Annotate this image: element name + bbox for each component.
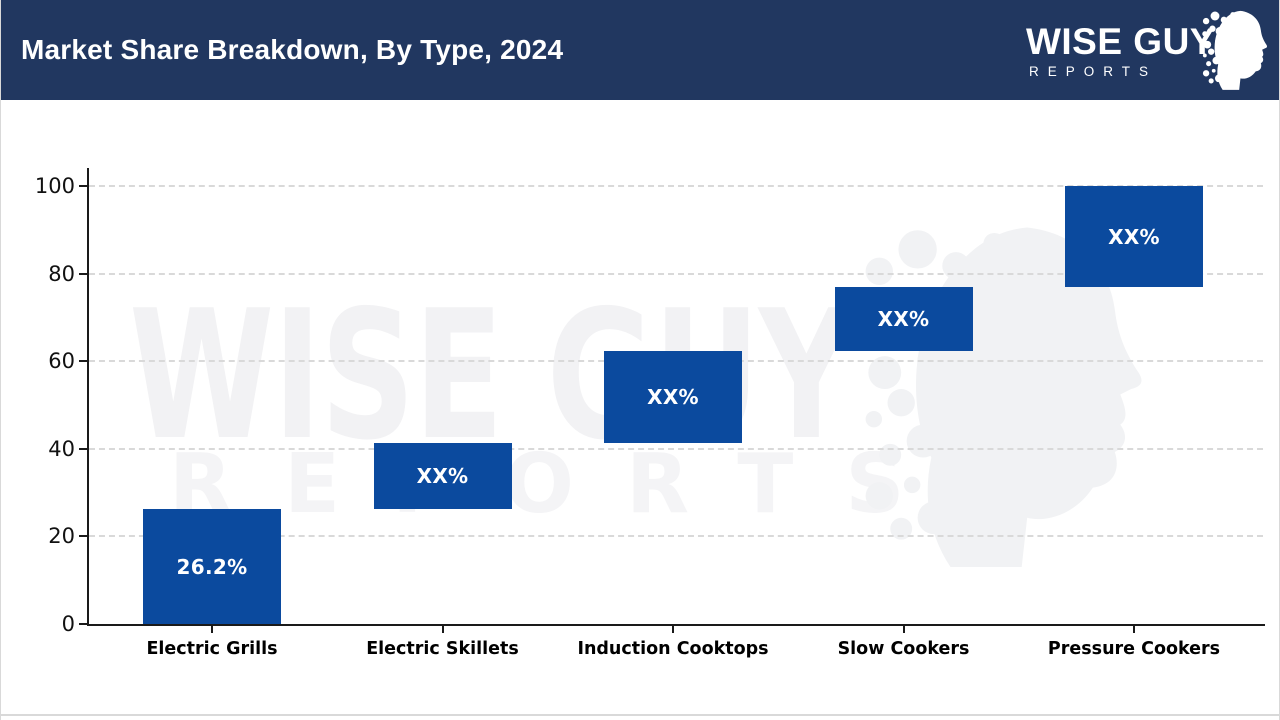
y-axis-tick-label: 20 [48,524,75,548]
logo-subtitle: REPORTS [1028,63,1157,79]
category-label: Electric Grills [146,639,278,659]
category-label: Pressure Cookers [1047,639,1221,659]
y-axis-tick-label: 100 [34,174,75,198]
category-label: Slow Cookers [837,639,970,659]
y-axis-tick-label: 40 [48,437,75,461]
y-axis-tick [79,360,88,362]
bar-segment: XX% [834,287,973,351]
logo-text: WISE GUY REPORTS [1025,21,1215,79]
bar-segment: XX% [1065,186,1203,288]
bar-segment: 26.2% [143,509,281,624]
y-axis-tick [79,623,88,625]
page-title: Market Share Breakdown, By Type, 2024 [21,34,564,65]
y-axis-tick [79,273,88,275]
watermark-subtitle: REPORTS [169,437,957,532]
y-axis-line [87,168,89,626]
y-axis-tick [79,448,88,450]
y-axis-tick [79,185,88,187]
x-axis-line [87,624,1265,626]
gridline-y-80 [89,273,1263,275]
wise-guy-reports-logo: WISE GUY REPORTS [1021,6,1271,96]
bar-value-label: XX% [1108,224,1160,249]
gridline-y-20 [89,535,1263,537]
head-profile-dots-icon [1202,10,1268,90]
bottom-divider [1,714,1279,716]
gridline-y-40 [89,448,1263,450]
header-bar: Market Share Breakdown, By Type, 2024 WI… [1,0,1279,100]
x-axis-tick [1133,626,1135,633]
bar-value-label: 26.2% [176,554,248,579]
logo-wordmark: WISE GUY [1025,21,1215,63]
bar-value-label: XX% [877,306,930,331]
gridline-y-100 [89,185,1263,187]
category-label: Electric Skillets [366,639,519,659]
bar-segment: XX% [604,350,742,444]
y-axis-tick [79,535,88,537]
bar-value-label: XX% [647,384,699,409]
x-axis-tick [672,626,674,633]
category-label: Induction Cooktops [577,639,769,659]
x-axis-tick [902,626,905,633]
y-axis-tick-label: 80 [48,262,75,286]
bar-value-label: XX% [416,464,469,489]
y-axis-tick-label: 60 [48,349,75,373]
y-axis-tick-label: 0 [61,612,75,636]
x-axis-tick [211,626,213,633]
x-axis-tick [441,626,444,633]
bar-segment: XX% [373,443,512,510]
